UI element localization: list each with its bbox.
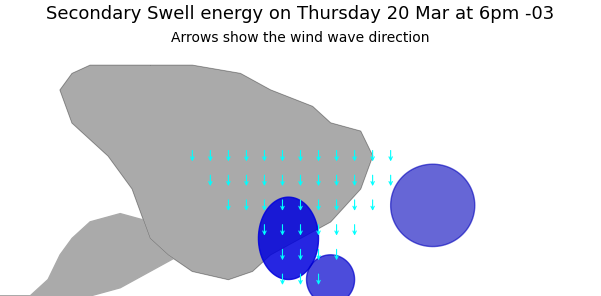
Text: Arrows show the wind wave direction: Arrows show the wind wave direction [171, 31, 430, 45]
Polygon shape [60, 65, 373, 279]
Polygon shape [0, 214, 180, 296]
Polygon shape [391, 164, 475, 247]
Polygon shape [258, 197, 319, 279]
Text: Secondary Swell energy on Thursday 20 Mar at 6pm -03: Secondary Swell energy on Thursday 20 Ma… [46, 5, 555, 23]
Polygon shape [307, 255, 355, 296]
